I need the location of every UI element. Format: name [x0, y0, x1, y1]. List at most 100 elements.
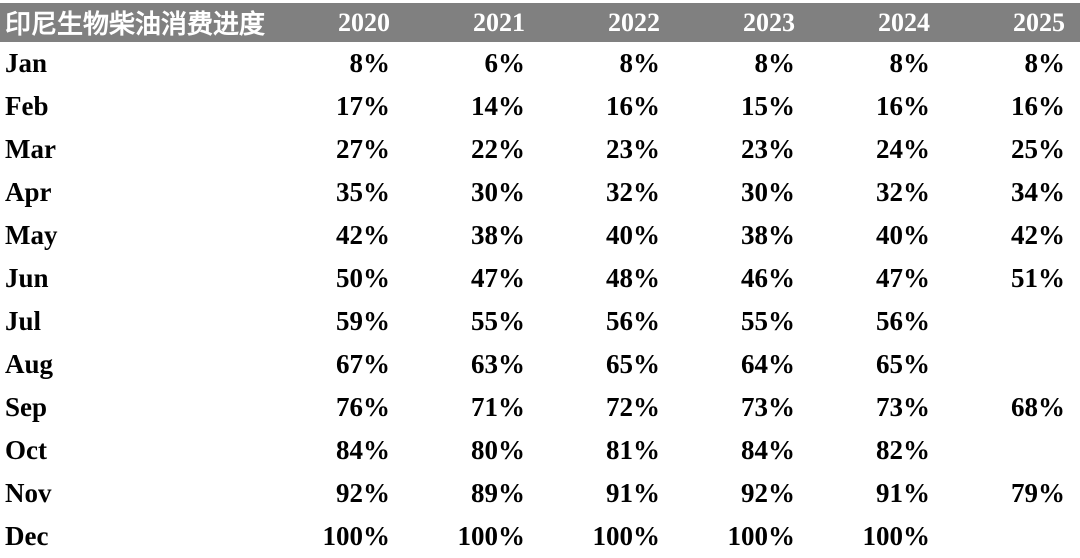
value-cell: 84%: [741, 435, 795, 465]
value-cell: 35%: [336, 177, 390, 207]
value-cell: 8%: [619, 48, 661, 78]
value-cell: 24%: [876, 134, 930, 164]
table-row: Feb 17% 14% 16% 15% 16% 16%: [0, 85, 1080, 128]
value-cell: 55%: [741, 306, 795, 336]
value-cell: 32%: [606, 177, 660, 207]
year-header-2023: 2023: [675, 3, 810, 42]
month-cell: Nov: [5, 478, 52, 508]
value-cell: 40%: [876, 220, 930, 250]
value-cell: 67%: [336, 349, 390, 379]
value-cell: 100%: [457, 521, 526, 551]
value-cell: [945, 429, 1080, 472]
value-cell: 27%: [336, 134, 390, 164]
value-cell: 23%: [606, 134, 660, 164]
value-cell: 16%: [876, 91, 930, 121]
value-cell: 73%: [741, 392, 795, 422]
value-cell: 14%: [471, 91, 525, 121]
value-cell: 8%: [889, 48, 931, 78]
value-cell: 91%: [876, 478, 930, 508]
value-cell: 16%: [606, 91, 660, 121]
value-cell: 100%: [862, 521, 931, 551]
value-cell: 65%: [606, 349, 660, 379]
table-body: Jan 8% 6% 8% 8% 8% 8% Feb 17% 14% 16% 15% 16% 16% Mar 2…: [0, 42, 1080, 558]
value-cell: 47%: [876, 263, 930, 293]
month-cell: Aug: [5, 349, 54, 379]
value-cell: [945, 515, 1080, 558]
table-row: Sep 76% 71% 72% 73% 73% 68%: [0, 386, 1080, 429]
table-row: Jan 8% 6% 8% 8% 8% 8%: [0, 42, 1080, 85]
biodiesel-progress-table: 印尼生物柴油消费进度 2020 2021 2022 2023 2024 2025…: [0, 3, 1080, 558]
value-cell: 59%: [336, 306, 390, 336]
table-row: Mar 27% 22% 23% 23% 24% 25%: [0, 128, 1080, 171]
month-cell: Feb: [5, 91, 49, 121]
value-cell: 56%: [876, 306, 930, 336]
month-cell: Jan: [5, 48, 48, 78]
value-cell: 32%: [876, 177, 930, 207]
value-cell: 42%: [336, 220, 390, 250]
table-header: 印尼生物柴油消费进度 2020 2021 2022 2023 2024 2025: [0, 3, 1080, 42]
value-cell: 38%: [741, 220, 795, 250]
value-cell: 15%: [741, 91, 795, 121]
table-title: 印尼生物柴油消费进度: [0, 3, 270, 42]
value-cell: 8%: [349, 48, 391, 78]
value-cell: 100%: [727, 521, 796, 551]
value-cell: 48%: [606, 263, 660, 293]
value-cell: 63%: [471, 349, 525, 379]
value-cell: 30%: [471, 177, 525, 207]
value-cell: 34%: [1011, 177, 1065, 207]
year-header-2022: 2022: [540, 3, 675, 42]
year-header-2021: 2021: [405, 3, 540, 42]
month-cell: May: [5, 220, 58, 250]
value-cell: [945, 343, 1080, 386]
value-cell: 47%: [471, 263, 525, 293]
value-cell: [945, 300, 1080, 343]
value-cell: 23%: [741, 134, 795, 164]
value-cell: 100%: [592, 521, 661, 551]
month-cell: Sep: [5, 392, 48, 422]
value-cell: 89%: [471, 478, 525, 508]
value-cell: 16%: [1011, 91, 1065, 121]
table-row: Nov 92% 89% 91% 92% 91% 79%: [0, 472, 1080, 515]
value-cell: 79%: [1011, 478, 1065, 508]
value-cell: 64%: [741, 349, 795, 379]
value-cell: 82%: [876, 435, 930, 465]
year-header-2024: 2024: [810, 3, 945, 42]
value-cell: 76%: [336, 392, 390, 422]
value-cell: 68%: [1011, 392, 1065, 422]
month-cell: Jul: [5, 306, 42, 336]
table-row: Aug 67% 63% 65% 64% 65%: [0, 343, 1080, 386]
table-row: Jul 59% 55% 56% 55% 56%: [0, 300, 1080, 343]
table-row: Apr 35% 30% 32% 30% 32% 34%: [0, 171, 1080, 214]
year-header-2025: 2025: [945, 3, 1080, 42]
value-cell: 51%: [1011, 263, 1065, 293]
value-cell: 65%: [876, 349, 930, 379]
value-cell: 56%: [606, 306, 660, 336]
table-row: Jun 50% 47% 48% 46% 47% 51%: [0, 257, 1080, 300]
value-cell: 17%: [336, 91, 390, 121]
month-cell: Apr: [5, 177, 52, 207]
month-cell: Mar: [5, 134, 56, 164]
value-cell: 8%: [754, 48, 796, 78]
value-cell: 73%: [876, 392, 930, 422]
value-cell: 91%: [606, 478, 660, 508]
value-cell: 71%: [471, 392, 525, 422]
value-cell: 30%: [741, 177, 795, 207]
value-cell: 50%: [336, 263, 390, 293]
year-header-2020: 2020: [270, 3, 405, 42]
value-cell: 8%: [1024, 48, 1066, 78]
table-row: Oct 84% 80% 81% 84% 82%: [0, 429, 1080, 472]
value-cell: 42%: [1011, 220, 1065, 250]
value-cell: 40%: [606, 220, 660, 250]
value-cell: 92%: [741, 478, 795, 508]
value-cell: 25%: [1011, 134, 1065, 164]
table-row: Dec 100% 100% 100% 100% 100%: [0, 515, 1080, 558]
header-row: 印尼生物柴油消费进度 2020 2021 2022 2023 2024 2025: [0, 3, 1080, 42]
value-cell: 22%: [471, 134, 525, 164]
value-cell: 72%: [606, 392, 660, 422]
value-cell: 55%: [471, 306, 525, 336]
value-cell: 84%: [336, 435, 390, 465]
value-cell: 46%: [741, 263, 795, 293]
value-cell: 6%: [484, 48, 526, 78]
month-cell: Oct: [5, 435, 47, 465]
